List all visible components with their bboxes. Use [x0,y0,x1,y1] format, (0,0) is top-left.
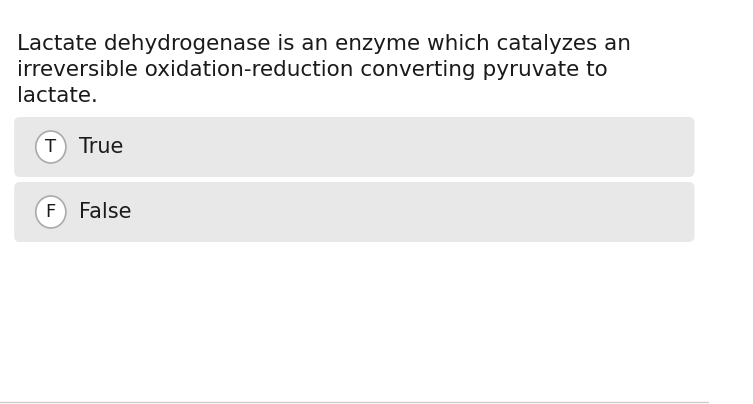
Circle shape [35,196,66,228]
Text: F: F [46,203,56,221]
Circle shape [35,131,66,163]
Text: False: False [79,202,132,222]
FancyBboxPatch shape [14,117,694,177]
Text: lactate.: lactate. [17,86,98,106]
Text: True: True [79,137,123,157]
Text: irreversible oxidation-reduction converting pyruvate to: irreversible oxidation-reduction convert… [17,60,608,80]
Text: Lactate dehydrogenase is an enzyme which catalyzes an: Lactate dehydrogenase is an enzyme which… [17,34,631,54]
FancyBboxPatch shape [14,182,694,242]
Text: T: T [45,138,56,156]
